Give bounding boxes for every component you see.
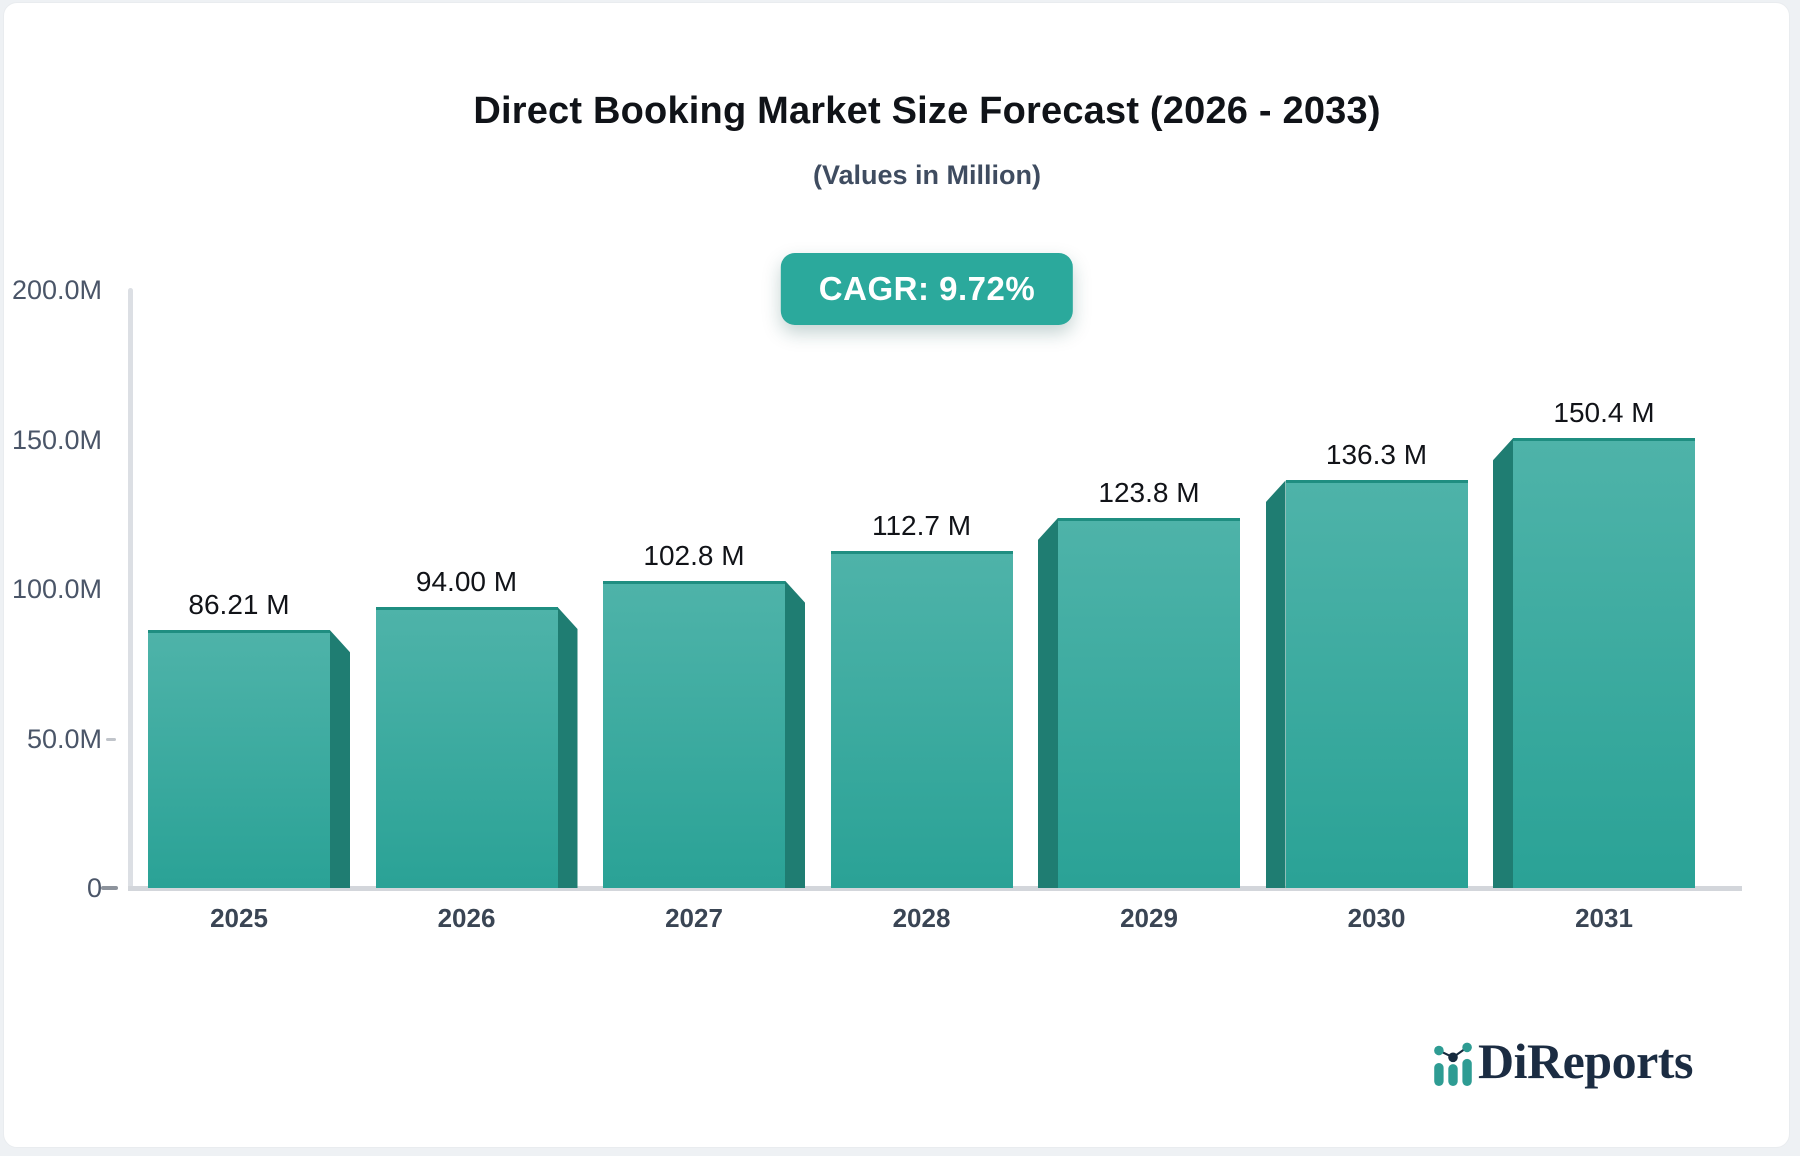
y-axis-tick-label: 0	[86, 873, 102, 903]
chart-subtitle: (Values in Million)	[812, 160, 1042, 190]
x-axis-tick-label: 2031	[1575, 903, 1633, 933]
y-axis-line	[128, 288, 133, 888]
bar-value-label: 102.8 M	[643, 539, 745, 571]
cagr-badge-label: CAGR: 9.72%	[818, 270, 1036, 307]
logo-mini-bars	[1434, 1058, 1472, 1086]
bar-value-label: 112.7 M	[871, 510, 972, 542]
bar	[830, 551, 1013, 888]
y-axis-tick-label: 150.0M	[11, 424, 102, 455]
x-axis-tick-label: 2028	[892, 903, 951, 933]
bar-side-face	[1038, 517, 1058, 888]
bar-value-label: 123.8 M	[1098, 476, 1200, 508]
bar	[375, 606, 558, 888]
bar	[1513, 438, 1695, 888]
direports-logo-text: DiReports	[1478, 1033, 1693, 1089]
bar	[603, 580, 785, 888]
y-axis-tick-mark	[101, 886, 118, 890]
bar-side-face	[1493, 438, 1513, 888]
direports-logo-icon	[1434, 1042, 1472, 1086]
bar-side-face	[557, 606, 578, 888]
bar	[1285, 480, 1468, 888]
bar-value-label: 150.4 M	[1553, 397, 1655, 429]
x-axis-tick-label: 2026	[437, 903, 496, 933]
cagr-badge: CAGR: 9.72%	[780, 253, 1074, 325]
y-axis-tick-label: 50.0M	[26, 723, 102, 754]
bar-side-face	[785, 580, 805, 888]
y-axis-tick-label: 100.0M	[11, 574, 102, 604]
y-axis-tick-label: 200.0M	[11, 275, 102, 305]
x-axis-line	[128, 886, 1742, 891]
logo-dots	[1434, 1042, 1472, 1063]
bar	[1058, 517, 1240, 888]
x-axis-tick-label: 2025	[210, 903, 268, 933]
x-axis-tick-label: 2027	[665, 903, 723, 933]
bar-side-face	[1265, 480, 1286, 888]
direports-logo: DiReports	[1428, 1030, 1718, 1100]
bar-side-face	[330, 630, 350, 888]
x-axis-tick-label: 2029	[1120, 903, 1178, 933]
bar-value-label: 86.21 M	[188, 589, 290, 621]
bar-value-label: 94.00 M	[415, 565, 518, 597]
bar	[148, 630, 330, 888]
x-axis-tick-label: 2030	[1347, 903, 1406, 933]
y-axis-tick-mark	[106, 737, 116, 741]
bar-value-label: 136.3 M	[1325, 439, 1428, 471]
chart-title: Direct Booking Market Size Forecast (202…	[473, 90, 1381, 132]
